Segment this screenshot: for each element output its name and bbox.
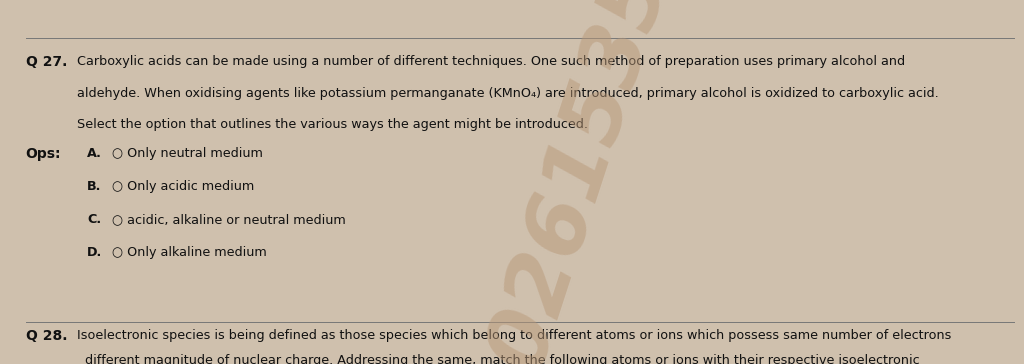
Text: different magnitude of nuclear charge. Addressing the same, match the following : different magnitude of nuclear charge. A… (77, 354, 920, 364)
Text: Q 28.: Q 28. (26, 329, 68, 343)
Text: ○ Only acidic medium: ○ Only acidic medium (108, 180, 254, 193)
Text: B.: B. (87, 180, 101, 193)
Text: Q 27.: Q 27. (26, 55, 67, 68)
Text: Isoelectronic species is being defined as those species which belong to differen: Isoelectronic species is being defined a… (77, 329, 951, 343)
Text: Ops:: Ops: (26, 147, 61, 161)
Text: ○ Only neutral medium: ○ Only neutral medium (108, 147, 262, 161)
Text: ○ acidic, alkaline or neutral medium: ○ acidic, alkaline or neutral medium (108, 213, 345, 226)
Text: A.: A. (87, 147, 102, 161)
Text: Select the option that outlines the various ways the agent might be introduced.: Select the option that outlines the vari… (77, 118, 588, 131)
Text: 9026153560: 9026153560 (457, 0, 721, 364)
Text: ○ Only alkaline medium: ○ Only alkaline medium (108, 246, 266, 259)
Text: aldehyde. When oxidising agents like potassium permanganate (KMnO₄) are introduc: aldehyde. When oxidising agents like pot… (77, 87, 939, 100)
Text: Carboxylic acids can be made using a number of different techniques. One such me: Carboxylic acids can be made using a num… (77, 55, 905, 68)
Text: C.: C. (87, 213, 101, 226)
Text: D.: D. (87, 246, 102, 259)
